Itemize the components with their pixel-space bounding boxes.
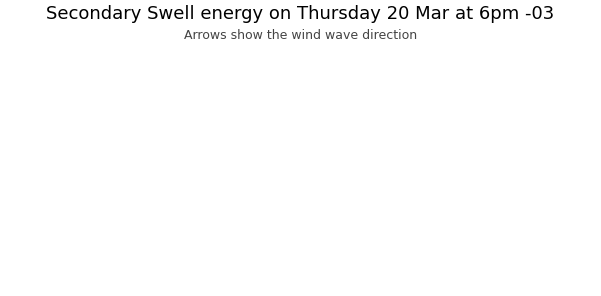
Text: Secondary Swell energy on Thursday 20 Mar at 6pm -03: Secondary Swell energy on Thursday 20 Ma… <box>46 5 555 23</box>
Text: Cartopy required for map: Cartopy required for map <box>212 164 389 178</box>
Text: Arrows show the wind wave direction: Arrows show the wind wave direction <box>184 29 417 42</box>
